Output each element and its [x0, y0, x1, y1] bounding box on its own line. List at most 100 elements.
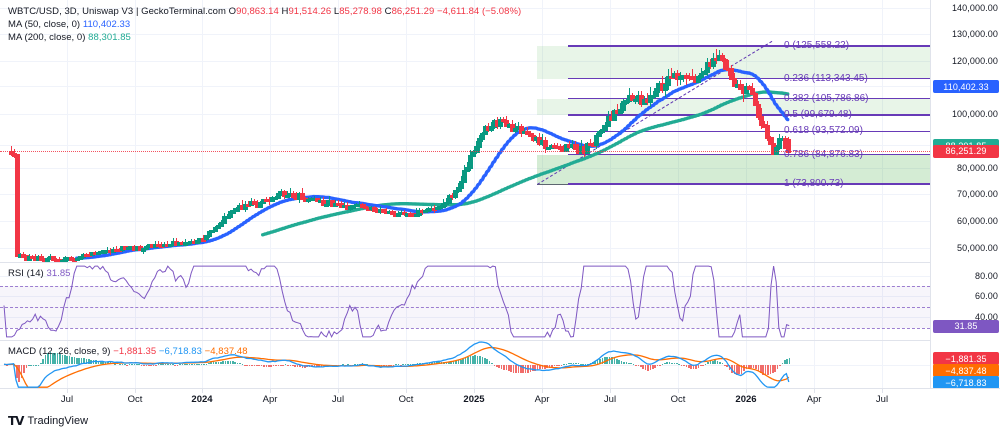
price-axis-label: 120,000.00	[951, 55, 998, 66]
macd-histogram-bar	[140, 364, 143, 366]
macd-histogram-bar	[781, 362, 784, 365]
macd-histogram-bar	[356, 364, 359, 365]
macd-histogram-bar	[541, 364, 544, 370]
macd-histogram-bar	[112, 362, 114, 365]
macd-histogram-bar	[709, 361, 712, 365]
macd-histogram-bar	[292, 364, 294, 366]
fib-level-line[interactable]	[568, 183, 930, 185]
macd-histogram-bar	[227, 361, 229, 365]
macd-histogram-bar	[100, 360, 102, 365]
macd-histogram-bar	[724, 364, 726, 366]
macd-histogram-bar	[774, 364, 776, 372]
macd-histogram-bar	[42, 358, 44, 365]
macd-histogram-bar	[265, 364, 268, 367]
fib-level-label: 0 (125,558.22)	[784, 40, 850, 51]
time-gridline	[338, 0, 339, 262]
macd-histogram-bar	[652, 364, 654, 370]
ma50-legend[interactable]: MA (50, close, 0) 110,402.33	[8, 19, 130, 30]
rsi-gridline	[0, 275, 930, 277]
macd-histogram-bar	[488, 360, 491, 365]
macd-histogram-bar	[76, 358, 78, 365]
macd-histogram-bar	[244, 364, 246, 366]
fib-level-line[interactable]	[568, 45, 930, 47]
time-axis-label: Jul	[875, 394, 889, 405]
price-badge[interactable]: 110,402.33	[933, 80, 999, 94]
macd-histogram-bar	[152, 364, 155, 366]
macd-histogram-bar	[220, 361, 222, 365]
time-scale[interactable]: Jul Oct 2024 Apr Jul Oct 2025 Apr Jul Oct 2026 Apr J…	[0, 388, 1000, 411]
macd-histogram-bar	[628, 362, 630, 365]
macd-histogram-bar	[378, 364, 380, 366]
macd-histogram-bar	[788, 357, 791, 365]
macd-histogram-bar	[404, 364, 407, 366]
tradingview-logo[interactable]: TV TradingView	[8, 414, 88, 428]
rsi-level-30	[0, 327, 930, 329]
macd-histogram-bar	[92, 359, 95, 365]
fib-level-line[interactable]	[568, 153, 930, 156]
macd-histogram-bar	[306, 364, 308, 368]
macd-histogram-bar	[126, 364, 128, 366]
macd-histogram-bar	[556, 364, 558, 366]
macd-histogram-bar	[162, 363, 164, 365]
rsi-legend[interactable]: RSI (14) 31.85	[8, 268, 71, 279]
macd-histogram-bar	[748, 364, 750, 368]
symbol-title: WBTC/USD, 3D, Uniswap V3 | GeckoTerminal…	[8, 6, 226, 17]
price-scale[interactable]: 140,000.00 130,000.00 120,000.00 100,000.00…	[930, 0, 1000, 389]
macd-histogram-bar	[481, 356, 484, 365]
macd-histogram-bar	[443, 361, 445, 365]
price-badge[interactable]: 86,251.29	[933, 144, 999, 158]
macd-histogram-bar	[107, 362, 109, 365]
time-tick	[338, 389, 339, 393]
macd-histogram-bar	[683, 364, 685, 367]
macd-histogram-bar	[354, 364, 356, 366]
macd-histogram-bar	[661, 363, 664, 365]
rsi-pane[interactable]	[0, 263, 930, 340]
macd-histogram-bar	[606, 356, 608, 365]
price-pane[interactable]: 0 (125,558.22) 0.236 (113,343.45) 0.382 (1…	[0, 0, 930, 263]
macd-histogram-bar	[695, 364, 697, 369]
macd-histogram-bar	[320, 364, 323, 367]
macd-histogram-bar	[508, 364, 510, 372]
macd-histogram-bar	[40, 362, 42, 365]
macd-histogram-bar	[539, 364, 541, 370]
macd-badge[interactable]: −1,881.35	[933, 352, 999, 365]
macd-legend[interactable]: MACD (12, 26, close, 9) −1,881.35 −6,718…	[8, 346, 248, 357]
fib-level-line[interactable]	[568, 114, 930, 116]
macd-histogram-bar	[712, 360, 714, 365]
macd-histogram-bar	[616, 358, 618, 365]
macd-histogram-bar	[733, 364, 736, 375]
macd-histogram-bar	[568, 363, 570, 365]
macd-histogram-bar	[169, 364, 172, 366]
fib-level-label: 0.5 (99,679.48)	[784, 109, 852, 120]
macd-histogram-bar	[671, 362, 673, 365]
macd-histogram-bar	[236, 362, 239, 365]
macd-histogram-bar	[496, 364, 498, 367]
macd-histogram-bar	[287, 364, 289, 366]
macd-badge[interactable]: −6,718.83	[933, 376, 999, 389]
fib-level-line[interactable]	[568, 77, 930, 80]
macd-badge[interactable]: −4,837.48	[933, 364, 999, 377]
macd-histogram-bar	[505, 364, 508, 371]
macd-histogram-bar	[716, 360, 719, 365]
macd-histogram-bar	[6, 364, 8, 366]
symbol-legend[interactable]: WBTC/USD, 3D, Uniswap V3 | GeckoTerminal…	[8, 6, 521, 17]
macd-histogram-bar	[116, 363, 119, 365]
high-value: 91,514.26	[288, 6, 332, 17]
rsi-badge[interactable]: 31.85	[933, 319, 999, 333]
macd-histogram-bar	[464, 358, 467, 365]
macd-histogram-bar	[524, 364, 527, 373]
macd-histogram-bar	[668, 361, 671, 365]
macd-histogram-bar	[332, 364, 335, 366]
ma50-label: MA (50, close, 0)	[8, 19, 81, 30]
macd-histogram-bar	[229, 361, 232, 365]
price-axis-label: 140,000.00	[951, 2, 998, 13]
ma200-legend[interactable]: MA (200, close, 0) 88,301.85	[8, 32, 131, 43]
macd-histogram-bar	[193, 363, 196, 365]
macd-histogram-bar	[469, 356, 472, 365]
macd-histogram-bar	[282, 364, 284, 366]
macd-histogram-bar	[184, 364, 186, 365]
macd-histogram-bar	[385, 364, 388, 366]
fib-zone-base	[537, 154, 930, 186]
macd-histogram-bar	[210, 362, 212, 365]
